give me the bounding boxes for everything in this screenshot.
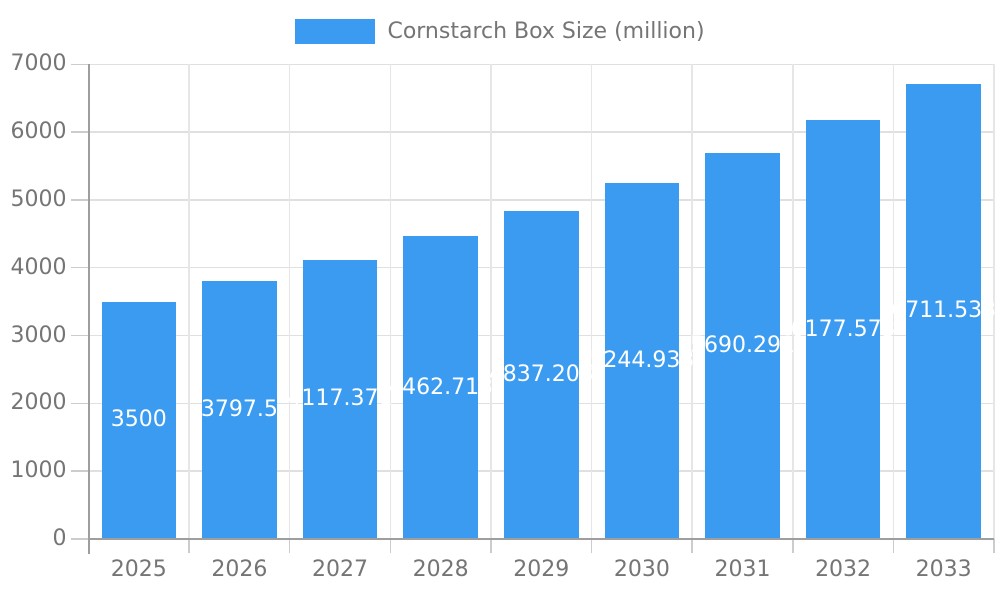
y-axis-tick [70,334,89,337]
y-axis-line [87,64,90,554]
y-axis-tick-label: 2000 [10,390,67,416]
x-axis-tick [288,539,291,553]
x-axis-tick-label: 2033 [915,557,972,582]
y-axis-tick-label: 0 [52,526,67,551]
legend-marker-swatch [295,18,376,44]
x-gridline [288,64,291,539]
y-axis-tick-label: 7000 [10,51,67,77]
bar-value-label: 6177.573 [790,316,896,342]
y-axis-tick-label: 5000 [10,186,67,212]
x-axis-tick-label: 2026 [211,557,268,582]
x-gridline [490,64,492,539]
x-gridline [792,64,794,539]
bar[interactable] [906,83,981,539]
x-axis-tick-label: 2030 [613,557,670,582]
y-axis-tick [70,470,89,472]
x-axis-tick [389,539,392,553]
y-gridline [88,199,994,201]
x-gridline [691,64,693,539]
x-axis-tick-label: 2032 [815,557,872,582]
bar-value-label: 6711.533 [891,298,997,324]
x-gridline [188,64,190,539]
y-axis-tick-label: 4000 [10,254,67,280]
y-axis-tick-label: 6000 [10,119,67,145]
x-axis-tick [490,539,492,553]
x-axis-tick [892,539,895,553]
bar[interactable] [101,301,177,539]
x-axis-tick [691,539,693,553]
y-gridline [88,131,994,133]
y-axis-tick [70,538,89,540]
x-axis-tick-label: 2027 [312,557,369,582]
bar-value-label: 4837.203 [488,361,594,387]
legend-label: Cornstarch Box Size (million) [387,18,705,44]
bar-value-label: 3500 [110,407,167,433]
y-axis-tick [70,266,89,269]
bar-value-label: 5244.933 [589,348,695,374]
y-axis-tick [70,63,89,66]
x-gridline [993,64,995,539]
x-axis-tick-label: 2025 [110,557,167,582]
y-axis-tick [70,402,89,405]
x-gridline [892,64,895,539]
legend[interactable]: Cornstarch Box Size (million) [0,17,1000,45]
bar[interactable] [403,236,478,539]
y-axis-tick-label: 3000 [10,322,67,348]
y-axis-tick-label: 1000 [10,458,67,484]
y-gridline [88,63,994,66]
x-gridline [389,64,392,539]
x-gridline [590,64,593,539]
bar[interactable] [805,120,881,539]
bar-value-label: 5690.291 [689,333,795,359]
x-axis-tick-label: 2031 [714,557,771,582]
bar-value-label: 4117.371 [287,386,393,412]
y-axis-tick [70,199,89,201]
x-axis-tick [188,539,190,553]
bar[interactable] [604,183,680,539]
x-axis-tick [993,539,995,553]
bar-value-label: 3797.5 [200,397,278,423]
bar[interactable] [705,153,780,539]
x-axis-tick-label: 2028 [412,557,469,582]
bar[interactable] [202,281,277,539]
x-axis-tick [792,539,794,553]
x-axis-tick [590,539,593,553]
y-axis-tick [70,131,89,133]
bar[interactable] [504,210,579,539]
x-axis-tick-label: 2029 [513,557,570,582]
bar-value-label: 4462.713 [388,374,494,400]
bar[interactable] [302,259,378,539]
x-axis-line [88,538,994,540]
